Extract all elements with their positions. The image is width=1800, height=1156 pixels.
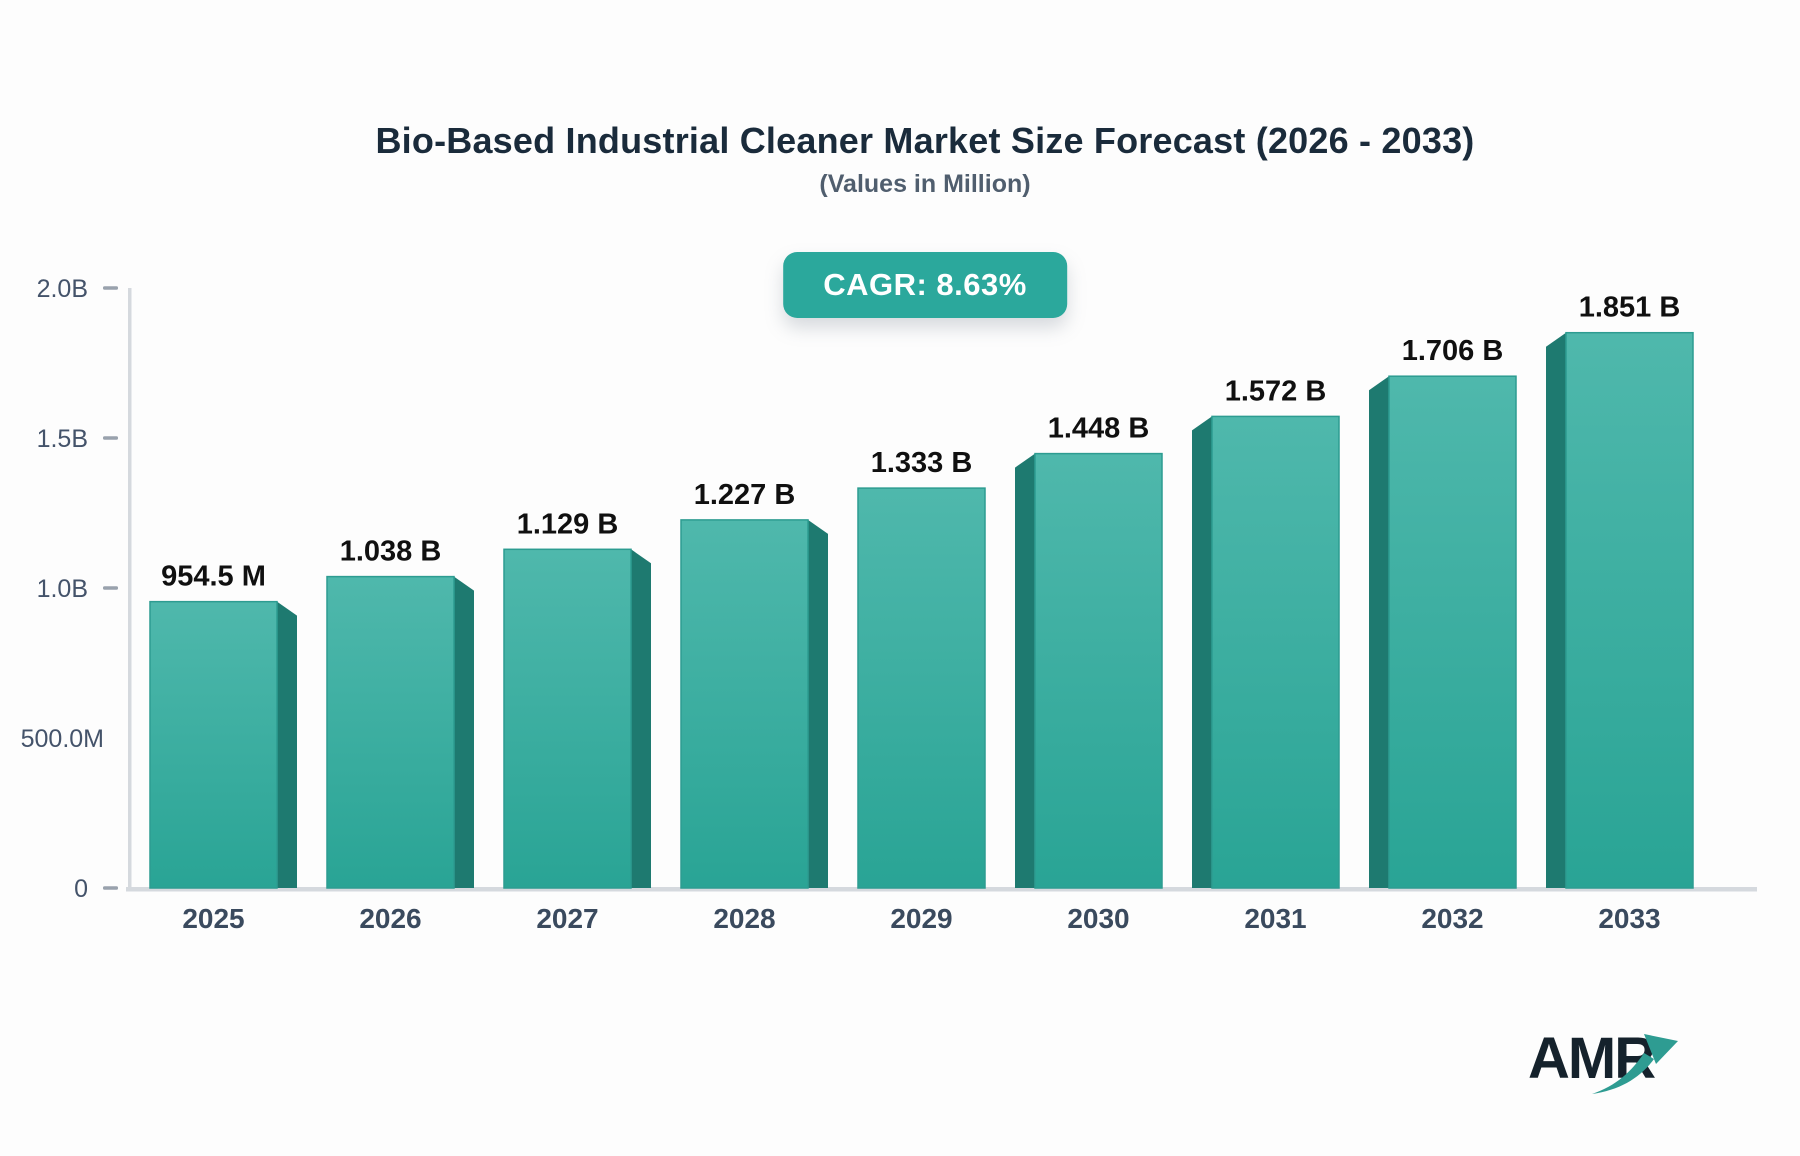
x-axis-label: 2029 <box>890 903 952 934</box>
x-axis-label: 2026 <box>359 903 421 934</box>
x-axis-label: 2032 <box>1421 903 1483 934</box>
bar-2031 <box>1211 415 1340 889</box>
bar-side-panel <box>1015 453 1035 888</box>
bar-side-panel <box>631 549 651 888</box>
value-label: 1.706 B <box>1402 335 1504 367</box>
y-axis-line <box>128 288 132 887</box>
bar-side-panel <box>454 576 474 888</box>
bar-2030 <box>1034 452 1163 889</box>
bar-side-panel <box>808 519 828 888</box>
x-axis-label: 2031 <box>1244 903 1306 934</box>
growth-arrow-icon <box>1592 1034 1678 1094</box>
y-axis-label: 1.5B <box>37 425 88 453</box>
y-axis-label: 2.0B <box>37 275 88 303</box>
bar-2028 <box>680 519 809 889</box>
bar-side-panel <box>277 601 297 888</box>
y-tick-mark <box>103 286 118 290</box>
bar-2027 <box>503 548 632 889</box>
bar-2032 <box>1388 375 1517 889</box>
chart-title: Bio-Based Industrial Cleaner Market Size… <box>375 120 1475 162</box>
value-label: 954.5 M <box>161 561 266 593</box>
value-label: 1.129 B <box>517 508 619 540</box>
value-label: 1.851 B <box>1579 292 1681 324</box>
y-axis-label: 500.0M <box>21 725 104 753</box>
value-label: 1.038 B <box>340 536 442 568</box>
value-label: 1.572 B <box>1225 375 1327 407</box>
value-label: 1.333 B <box>871 447 973 479</box>
bar-2026 <box>326 575 455 889</box>
y-tick-mark <box>103 886 118 890</box>
bar-side-panel <box>1546 332 1566 888</box>
y-axis-label: 1.0B <box>37 575 88 603</box>
value-label: 1.448 B <box>1048 413 1150 445</box>
bar-2029 <box>857 487 986 889</box>
x-axis-label: 2033 <box>1598 903 1660 934</box>
y-tick-mark <box>103 586 118 590</box>
cagr-badge: CAGR: 8.63% <box>783 252 1067 318</box>
y-axis-label: 0 <box>74 875 88 903</box>
x-axis-label: 2025 <box>182 903 244 934</box>
value-label: 1.227 B <box>694 479 796 511</box>
bar-side-panel <box>1192 416 1212 888</box>
y-tick-mark <box>103 436 118 440</box>
bar-side-panel <box>1369 376 1389 888</box>
x-axis-label: 2027 <box>536 903 598 934</box>
x-axis-line <box>126 887 1757 892</box>
bar-2025 <box>149 600 278 889</box>
brand-logo: AMR <box>1528 1030 1718 1120</box>
x-axis-label: 2030 <box>1067 903 1129 934</box>
chart-subtitle: (Values in Million) <box>819 170 1031 198</box>
x-axis-label: 2028 <box>713 903 775 934</box>
bar-2033 <box>1565 331 1694 889</box>
